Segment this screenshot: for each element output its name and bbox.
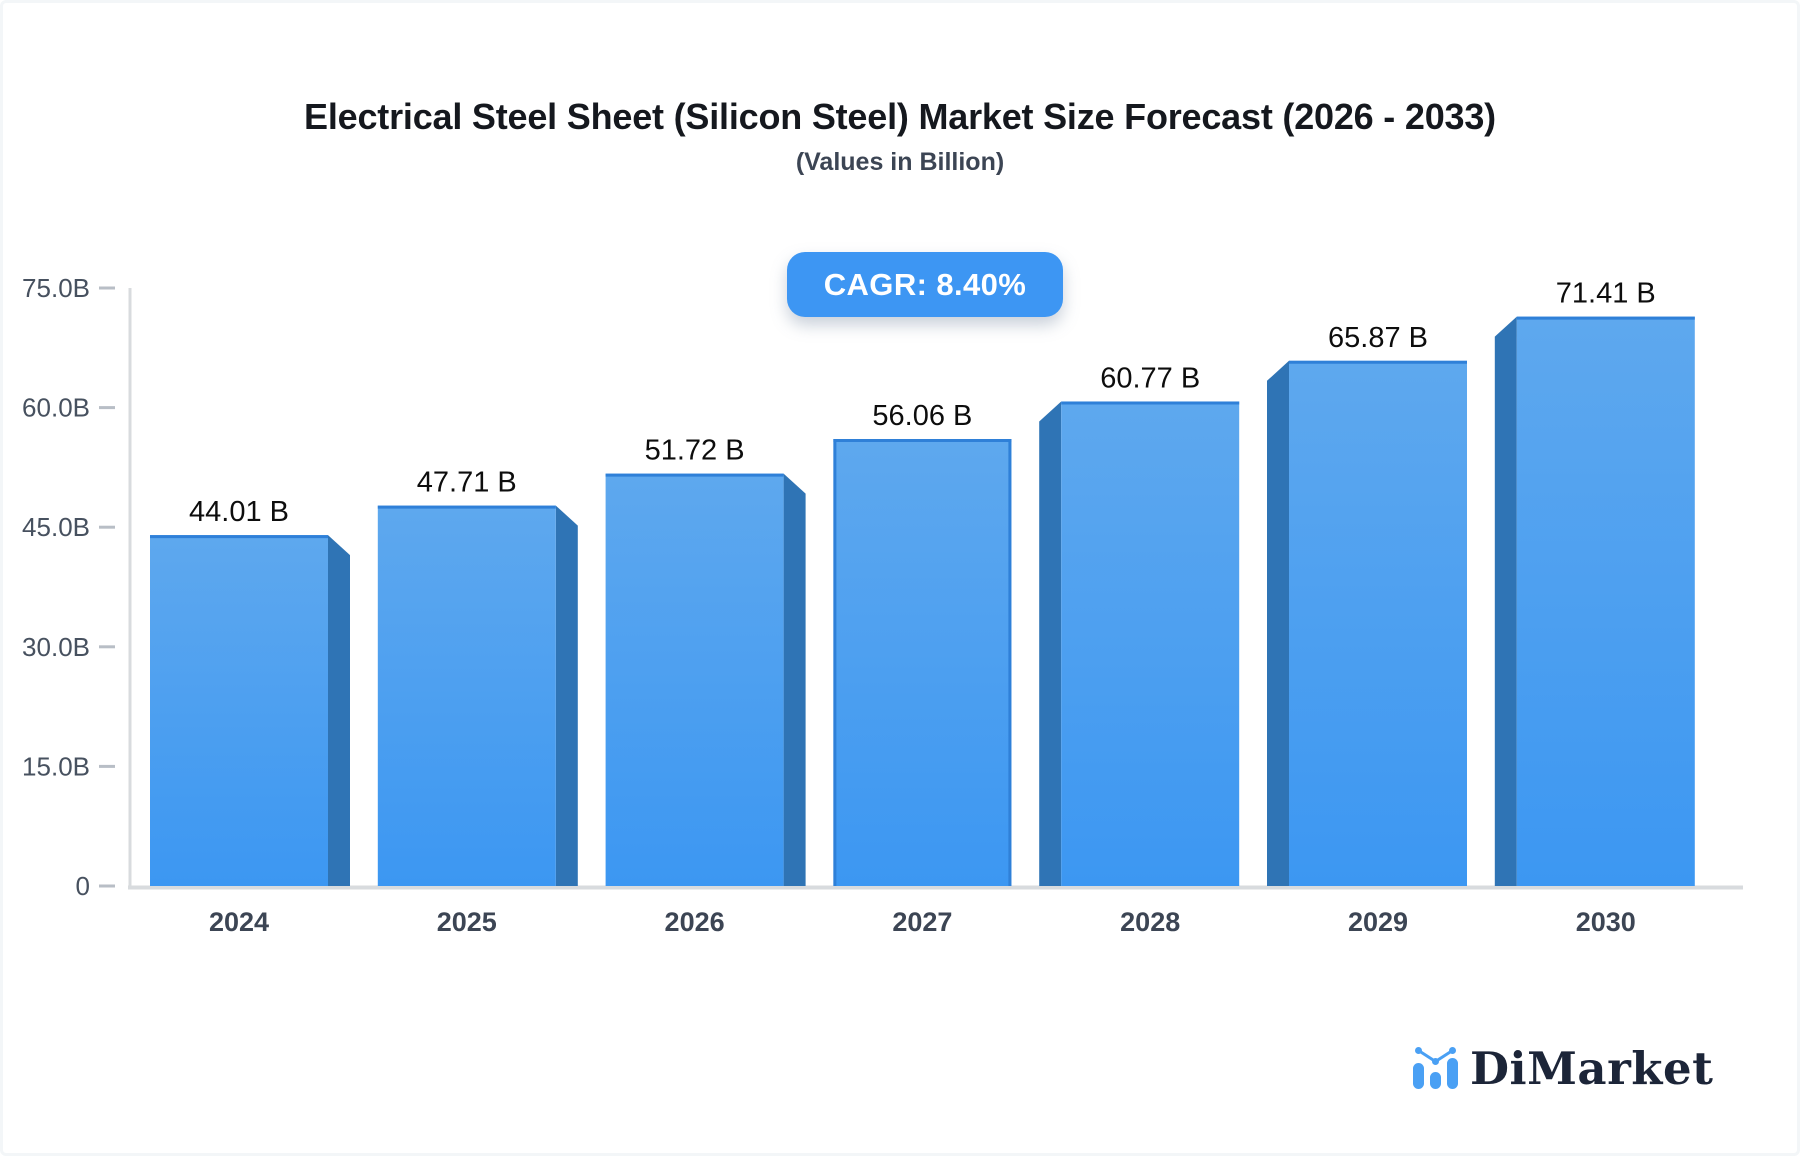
y-tick-label: 75.0B	[22, 273, 90, 303]
bar-front-face	[1061, 401, 1240, 886]
bar-2027: 56.06 B 2027	[833, 400, 1012, 937]
bar-side-face	[328, 535, 350, 886]
y-tick-mark	[99, 884, 115, 888]
brand-logo: DiMarket	[1412, 1042, 1714, 1102]
bar-value-label: 47.71 B	[417, 467, 517, 499]
x-category-label: 2027	[892, 907, 952, 937]
bar-side-face	[555, 505, 578, 886]
bar-2025: 47.71 B 2025	[377, 467, 578, 937]
y-tick-mark	[99, 525, 115, 529]
bar-side-face	[1039, 401, 1062, 886]
y-tick-mark	[99, 406, 115, 410]
x-category-label: 2029	[1348, 907, 1408, 937]
bar-side-face	[783, 473, 806, 886]
x-category-label: 2026	[665, 907, 725, 937]
bar-value-label: 71.41 B	[1556, 278, 1656, 310]
bar-front-face	[1289, 360, 1467, 887]
bar-side-face	[1494, 316, 1517, 886]
bar-front-face	[377, 505, 556, 886]
bar-front-face	[605, 473, 784, 886]
x-category-label: 2028	[1120, 907, 1180, 937]
bar-front-face	[833, 439, 1012, 886]
bar-value-label: 65.87 B	[1328, 322, 1428, 354]
bar-side-face	[1267, 360, 1289, 887]
bar-value-label: 56.06 B	[872, 400, 972, 432]
y-tick-label: 15.0B	[22, 751, 90, 781]
brand-name: DiMarket	[1470, 1042, 1714, 1095]
y-tick-mark	[99, 645, 115, 649]
bar-value-label: 60.77 B	[1100, 362, 1200, 394]
page-subtitle: (Values in Billion)	[795, 148, 1005, 176]
bar-2024: 44.01 B 2024	[150, 496, 350, 937]
y-tick-mark	[99, 764, 115, 768]
bar-value-label: 51.72 B	[645, 435, 745, 467]
x-category-label: 2024	[209, 907, 269, 937]
bar-value-label: 44.01 B	[189, 496, 289, 528]
y-tick-label: 30.0B	[22, 632, 90, 662]
bar-2029: 65.87 B 2029	[1267, 322, 1467, 937]
y-tick-label: 45.0B	[22, 512, 90, 542]
y-tick-mark	[99, 286, 115, 290]
bar-2030: 71.41 B 2030	[1494, 278, 1695, 937]
bar-front-face	[150, 535, 328, 886]
cagr-badge: CAGR: 8.40%	[787, 252, 1063, 317]
bar-2026: 51.72 B 2026	[605, 435, 806, 937]
y-tick-label: 60.0B	[22, 393, 90, 423]
bar-chart-trend-icon	[1413, 1047, 1458, 1089]
bar-front-face	[1516, 316, 1695, 886]
x-category-label: 2030	[1576, 907, 1636, 937]
x-category-label: 2025	[437, 907, 497, 937]
page-title: Electrical Steel Sheet (Silicon Steel) M…	[304, 96, 1496, 137]
y-tick-label: 0	[76, 871, 90, 901]
bar-2028: 60.77 B 2028	[1039, 362, 1240, 937]
cagr-badge-label: CAGR: 8.40%	[823, 266, 1027, 302]
